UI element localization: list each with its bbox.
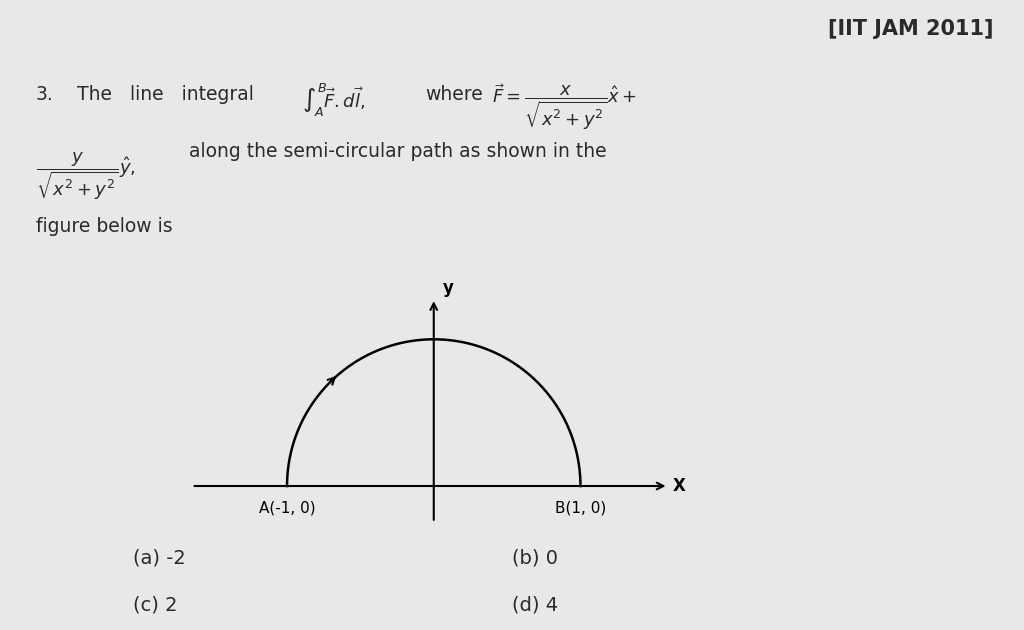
Text: (a) -2: (a) -2	[133, 548, 186, 567]
Text: (d) 4: (d) 4	[512, 595, 558, 614]
Text: A(-1, 0): A(-1, 0)	[259, 501, 315, 516]
Text: $\dfrac{y}{\sqrt{x^2+y^2}}\hat{y},$: $\dfrac{y}{\sqrt{x^2+y^2}}\hat{y},$	[36, 151, 136, 203]
Text: B(1, 0): B(1, 0)	[555, 501, 606, 516]
Text: where: where	[425, 85, 482, 104]
Text: figure below is: figure below is	[36, 217, 172, 236]
Text: [IIT JAM 2011]: [IIT JAM 2011]	[827, 19, 993, 39]
Text: The   line   integral: The line integral	[77, 85, 254, 104]
Text: along the semi-circular path as shown in the: along the semi-circular path as shown in…	[189, 142, 607, 161]
Text: 3.: 3.	[36, 85, 53, 104]
Text: $\vec{F} = \dfrac{x}{\sqrt{x^2+y^2}}\hat{x} +$: $\vec{F} = \dfrac{x}{\sqrt{x^2+y^2}}\hat…	[492, 83, 637, 132]
Text: X: X	[673, 477, 686, 495]
Text: $\int_A^B\!\vec{F}.d\vec{l},$: $\int_A^B\!\vec{F}.d\vec{l},$	[302, 82, 366, 119]
Text: (b) 0: (b) 0	[512, 548, 558, 567]
Text: (c) 2: (c) 2	[133, 595, 177, 614]
Text: y: y	[442, 278, 454, 297]
